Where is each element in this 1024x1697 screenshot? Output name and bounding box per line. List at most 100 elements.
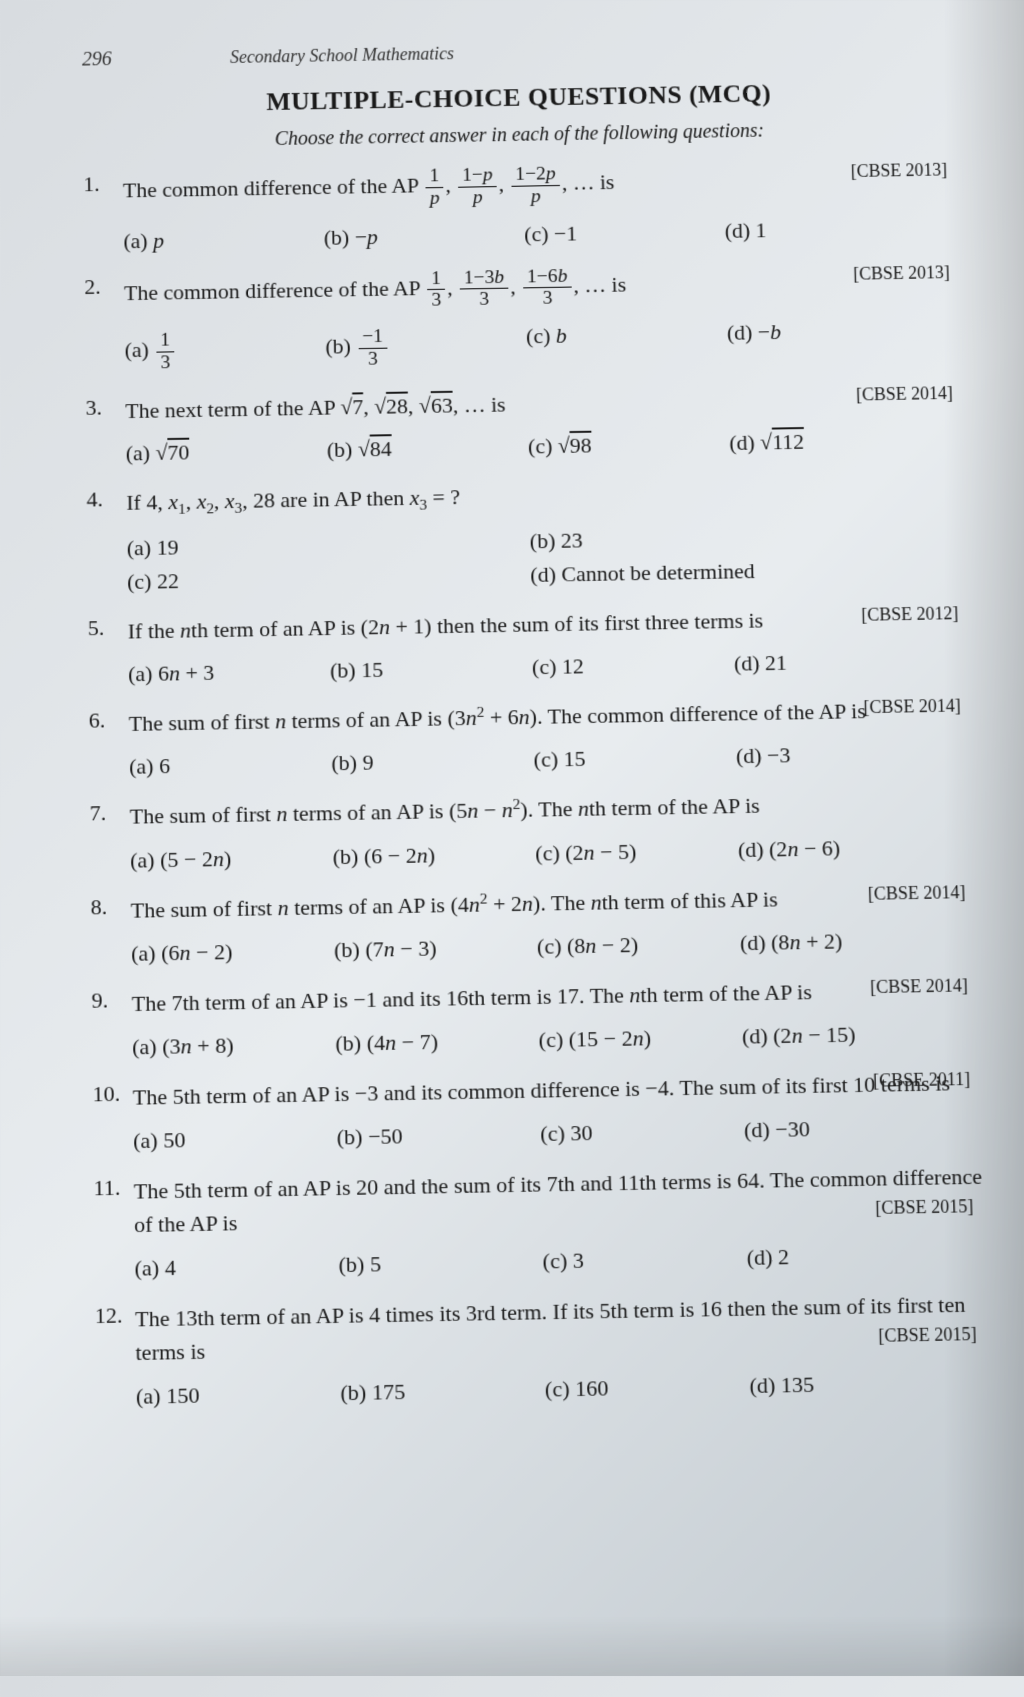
option: (d) (2n − 15) <box>742 1016 946 1054</box>
question-text: The common difference of the AP 13, 1−3b… <box>124 259 961 317</box>
question-number: 2. <box>84 274 101 300</box>
question: 2. The common difference of the AP 13, 1−… <box>84 259 962 379</box>
cbse-tag: [CBSE 2014] <box>863 693 961 722</box>
option: (a) 4 <box>134 1248 338 1286</box>
option: (d) Cannot be determined <box>530 551 934 592</box>
option: (c) √98 <box>528 426 730 463</box>
option: (c) 22 <box>127 558 531 599</box>
option: (a) p <box>123 221 324 258</box>
options: (a) 6n + 3(b) 15(c) 12(d) 21 <box>128 643 970 691</box>
option: (b) 9 <box>331 743 534 780</box>
question-text: If the nth term of an AP is (2n + 1) the… <box>128 600 969 647</box>
option: (a) 50 <box>133 1120 337 1158</box>
option: (c) 3 <box>542 1241 747 1279</box>
option: (a) 6 <box>129 747 332 784</box>
question-text: The sum of first n terms of an AP is (3n… <box>129 693 972 741</box>
cbse-tag: [CBSE 2014] <box>856 380 953 408</box>
cbse-tag: [CBSE 2013] <box>850 157 947 185</box>
cbse-tag: [CBSE 2014] <box>870 972 968 1001</box>
book-title: Secondary School Mathematics <box>230 44 454 68</box>
cbse-tag: [CBSE 2011] <box>873 1066 971 1095</box>
options: (a) p(b) −p(c) −1(d) 1 <box>123 210 959 258</box>
question-number: 8. <box>91 894 108 920</box>
options: (a) (5 − 2n)(b) (6 − 2n)(c) (2n − 5)(d) … <box>130 829 975 878</box>
question-number: 9. <box>91 987 108 1013</box>
options: (a) 6(b) 9(c) 15(d) −3 <box>129 736 972 785</box>
question-number: 12. <box>95 1302 123 1329</box>
option: (d) −b <box>727 313 929 368</box>
question: 1. The common difference of the AP 1p, 1−… <box>83 157 959 259</box>
question: 4. If 4, x1, x2, x3, 28 are in AP then x3… <box>86 471 967 599</box>
cbse-tag: [CBSE 2013] <box>853 259 950 287</box>
option: (b) √84 <box>327 429 529 466</box>
question-number: 6. <box>89 708 106 734</box>
option: (a) √70 <box>126 433 328 470</box>
question-number: 5. <box>88 615 105 641</box>
options: (a) 50(b) −50(c) 30(d) −30 <box>133 1109 982 1158</box>
option: (c) 12 <box>532 647 735 684</box>
questions-container: 1. The common difference of the AP 1p, 1−… <box>83 157 988 1415</box>
option: (b) −50 <box>337 1117 541 1155</box>
page-header: 296 Secondary School Mathematics <box>82 34 954 71</box>
option: (b) −p <box>324 217 525 254</box>
option: (b) (4n − 7) <box>335 1023 539 1061</box>
option: (b) 15 <box>330 650 532 687</box>
cbse-tag: [CBSE 2012] <box>861 600 959 628</box>
options: (a) √70(b) √84(c) √98(d) √112 <box>126 422 965 470</box>
question: 11.The 5th term of an AP is 20 and the s… <box>93 1160 985 1287</box>
question: 3. The next term of the AP √7, √28, √63, … <box>85 380 964 471</box>
page-number: 296 <box>82 48 112 71</box>
option: (b) 175 <box>340 1372 545 1410</box>
option: (d) 2 <box>746 1237 951 1275</box>
question-number: 4. <box>86 486 103 512</box>
question-number: 3. <box>85 394 102 420</box>
option: (a) 13 <box>124 323 325 378</box>
options: (a) (3n + 8)(b) (4n − 7)(c) (15 − 2n)(d)… <box>132 1015 979 1064</box>
question: 7. The sum of first n terms of an AP is (… <box>90 785 975 878</box>
option: (d) −3 <box>736 736 939 773</box>
option: (c) 15 <box>533 740 736 777</box>
question-text: The 5th term of an AP is −3 and its comm… <box>133 1066 981 1114</box>
options: (a) 19(b) 23(c) 22(d) Cannot be determin… <box>127 517 968 599</box>
option: (d) 21 <box>734 643 937 680</box>
option: (d) 1 <box>724 210 925 247</box>
question-text: The sum of first n terms of an AP is (4n… <box>131 879 976 927</box>
options: (a) (6n − 2)(b) (7n − 3)(c) (8n − 2)(d) … <box>131 922 977 971</box>
question-number: 11. <box>93 1175 120 1202</box>
section-title: MULTIPLE-CHOICE QUESTIONS (MCQ) <box>82 76 955 120</box>
question-text: If 4, x1, x2, x3, 28 are in AP then x3 =… <box>126 471 965 522</box>
options: (a) 4(b) 5(c) 3(d) 2 <box>134 1236 985 1285</box>
page: 296 Secondary School Mathematics MULTIPL… <box>0 4 1024 1697</box>
option: (b) 5 <box>338 1244 543 1282</box>
option: (c) (15 − 2n) <box>538 1020 742 1058</box>
option: (b) (7n − 3) <box>334 930 537 968</box>
question: 5. If the nth term of an AP is (2n + 1) t… <box>88 600 970 692</box>
option: (d) (2n − 6) <box>738 829 941 867</box>
option: (c) (8n − 2) <box>537 926 741 964</box>
question-text: The next term of the AP √7, √28, √63, … … <box>125 380 963 427</box>
cbse-tag: [CBSE 2014] <box>868 879 966 908</box>
option: (a) (3n + 8) <box>132 1027 336 1065</box>
question: 10. The 5th term of an AP is −3 and its c… <box>92 1066 981 1159</box>
question-number: 1. <box>83 171 100 197</box>
question-number: 7. <box>90 801 107 827</box>
question: 9.The 7th term of an AP is −1 and its 16… <box>91 972 979 1065</box>
question-text: The sum of first n terms of an AP is (5n… <box>130 785 974 833</box>
cbse-tag: [CBSE 2015] <box>878 1321 977 1350</box>
question: 12. The 13th term of an AP is 4 times its… <box>95 1287 989 1415</box>
option: (a) (6n − 2) <box>131 933 334 971</box>
option: (d) (8n + 2) <box>740 923 944 961</box>
option: (c) b <box>526 316 728 371</box>
option: (d) 135 <box>749 1365 954 1403</box>
question-number: 10. <box>92 1081 120 1108</box>
question-text: The 13th term of an AP is 4 times its 3r… <box>135 1287 987 1369</box>
options: (a) 150(b) 175(c) 160(d) 135 <box>136 1364 989 1414</box>
question-text: The common difference of the AP 1p, 1−pp… <box>123 157 958 215</box>
question: 6. The sum of first n terms of an AP is (… <box>89 693 973 785</box>
instructions: Choose the correct answer in each of the… <box>83 117 956 154</box>
option: (d) √112 <box>729 422 931 459</box>
option: (a) 6n + 3 <box>128 654 330 691</box>
option: (d) −30 <box>744 1110 948 1148</box>
option: (b) (6 − 2n) <box>333 836 536 874</box>
option: (c) (2n − 5) <box>535 833 738 871</box>
